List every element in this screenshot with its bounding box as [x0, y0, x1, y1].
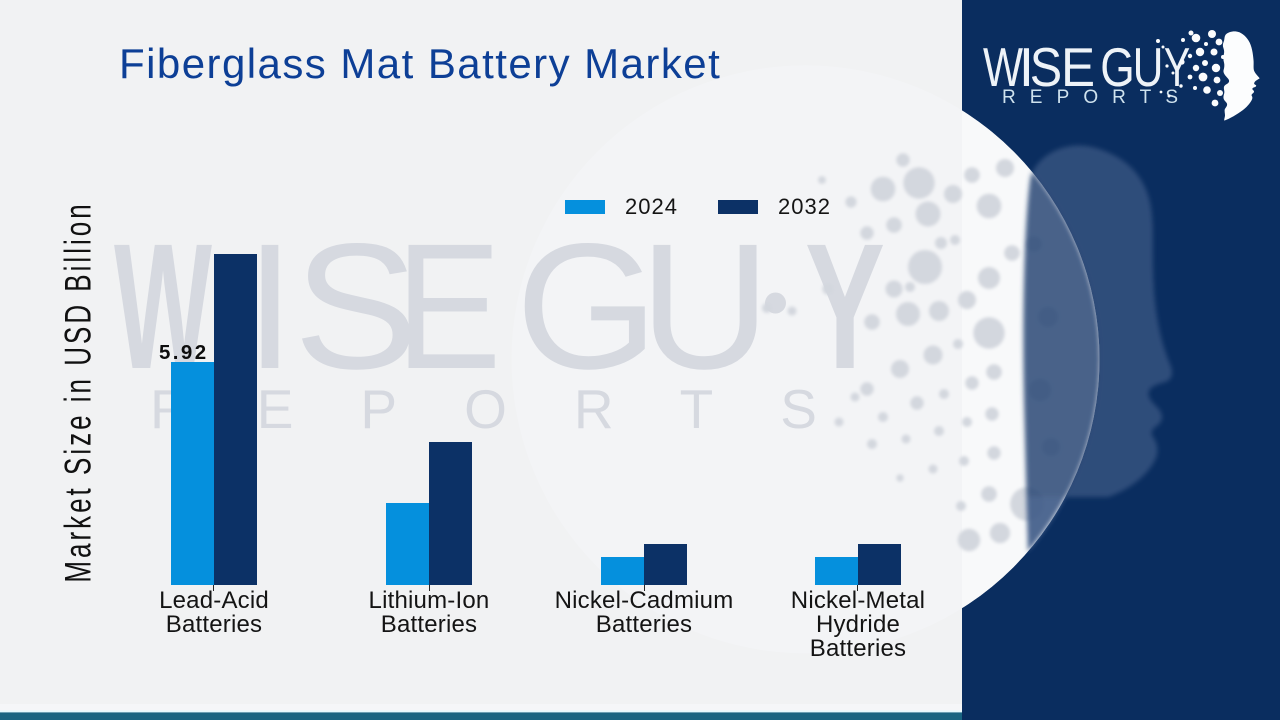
svg-text:Y: Y	[1164, 37, 1190, 98]
svg-text:W: W	[983, 37, 1023, 98]
svg-text:E: E	[1061, 37, 1095, 98]
svg-text:E: E	[396, 206, 502, 406]
svg-text:I: I	[1019, 37, 1034, 98]
svg-text:G: G	[1100, 37, 1135, 98]
svg-text:U: U	[640, 206, 771, 406]
svg-text:S: S	[1030, 37, 1062, 98]
svg-text:U: U	[1133, 37, 1164, 98]
svg-text:S: S	[294, 206, 419, 406]
svg-text:Market Size in USD Billion: Market Size in USD Billion	[57, 201, 99, 582]
svg-text:REPORTS: REPORTS	[150, 378, 884, 440]
svg-text:G: G	[516, 206, 659, 406]
svg-text:Y: Y	[805, 206, 885, 406]
